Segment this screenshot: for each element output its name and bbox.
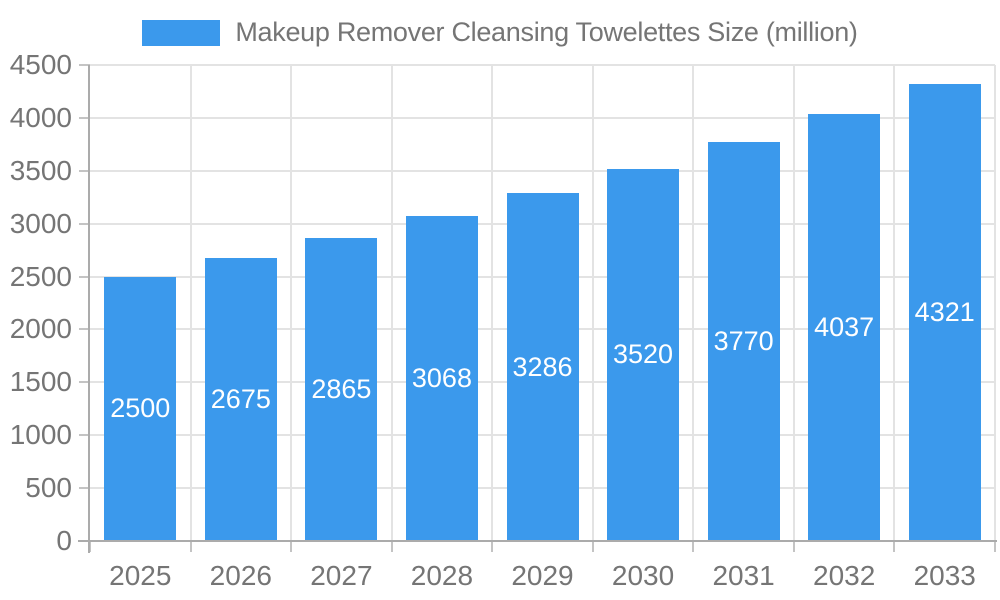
x-tick (994, 541, 996, 552)
x-tick (692, 541, 695, 552)
v-gridline (792, 65, 795, 541)
bar-value-label: 4321 (914, 296, 975, 327)
h-gridline (90, 64, 995, 66)
bar-2025[interactable]: 2500 (104, 276, 177, 541)
x-tick (89, 541, 91, 552)
bar-2027[interactable]: 2865 (305, 237, 378, 541)
bar-value-label: 3520 (613, 339, 674, 370)
y-tick (79, 275, 90, 278)
bar-value-label: 2865 (311, 373, 372, 404)
x-axis-label: 2032 (813, 560, 876, 591)
y-axis-label: 1500 (9, 366, 72, 398)
v-gridline (591, 65, 594, 541)
x-axis-line (78, 540, 997, 542)
y-axis-label: 4000 (9, 101, 72, 133)
y-tick (79, 64, 90, 66)
y-axis-label: 2500 (9, 260, 72, 292)
v-gridline (692, 65, 695, 541)
v-gridline (189, 65, 192, 541)
y-axis-line (88, 65, 90, 553)
y-axis-label: 3500 (9, 154, 72, 186)
x-tick (390, 541, 393, 552)
x-axis-label: 2027 (310, 560, 373, 591)
x-tick (290, 541, 293, 552)
y-axis-label: 1000 (9, 419, 72, 451)
bar-value-label: 3286 (512, 351, 573, 382)
y-tick (79, 116, 90, 119)
x-axis-label: 2029 (511, 560, 574, 591)
bar-value-label: 4037 (814, 311, 875, 342)
v-gridline (290, 65, 293, 541)
y-tick (79, 169, 90, 172)
x-tick (792, 541, 795, 552)
bar-2028[interactable]: 3068 (405, 216, 478, 541)
y-tick (79, 434, 90, 437)
x-axis-label: 2033 (913, 560, 976, 591)
chart-legend[interactable]: Makeup Remover Cleansing Towelettes Size… (0, 17, 1000, 48)
v-gridline (390, 65, 393, 541)
x-axis-label: 2031 (712, 560, 775, 591)
bar-2032[interactable]: 4037 (808, 113, 881, 541)
x-axis-label: 2028 (410, 560, 474, 591)
y-axis-label: 3000 (9, 207, 72, 239)
x-tick (893, 541, 896, 552)
y-tick (79, 222, 90, 225)
bar-value-label: 2500 (110, 393, 171, 424)
y-tick (79, 328, 90, 331)
y-axis-label: 4500 (9, 49, 72, 80)
bar-value-label: 3068 (411, 363, 472, 394)
bar-2029[interactable]: 3286 (506, 193, 579, 541)
plot-area: 0 500 1000 1500 2000 2500 3000 3500 4000 4500 2500… (10, 49, 997, 591)
h-gridline (90, 116, 995, 119)
v-gridline (994, 65, 996, 541)
bar-2031[interactable]: 3770 (707, 142, 780, 541)
x-axis-label: 2025 (109, 560, 172, 591)
bar-2033[interactable]: 4321 (908, 83, 981, 541)
y-tick (79, 487, 90, 490)
v-gridline (491, 65, 494, 541)
x-axis-label: 2026 (209, 560, 272, 591)
h-gridline (90, 169, 995, 172)
y-axis-label: 500 (25, 472, 72, 504)
y-axis-label: 0 (56, 525, 72, 556)
bar-2026[interactable]: 2675 (204, 258, 277, 541)
legend-label: Makeup Remover Cleansing Towelettes Size… (235, 17, 858, 47)
y-tick (79, 381, 90, 384)
bar-2030[interactable]: 3520 (607, 168, 680, 541)
x-tick (491, 541, 494, 552)
bar-value-label: 3770 (713, 326, 774, 357)
y-axis-label: 2000 (9, 313, 72, 345)
v-gridline (893, 65, 896, 541)
x-tick (591, 541, 594, 552)
x-axis-label: 2030 (611, 560, 675, 591)
legend-swatch (142, 19, 221, 46)
bar-value-label: 2675 (210, 384, 271, 415)
x-tick (189, 541, 192, 552)
